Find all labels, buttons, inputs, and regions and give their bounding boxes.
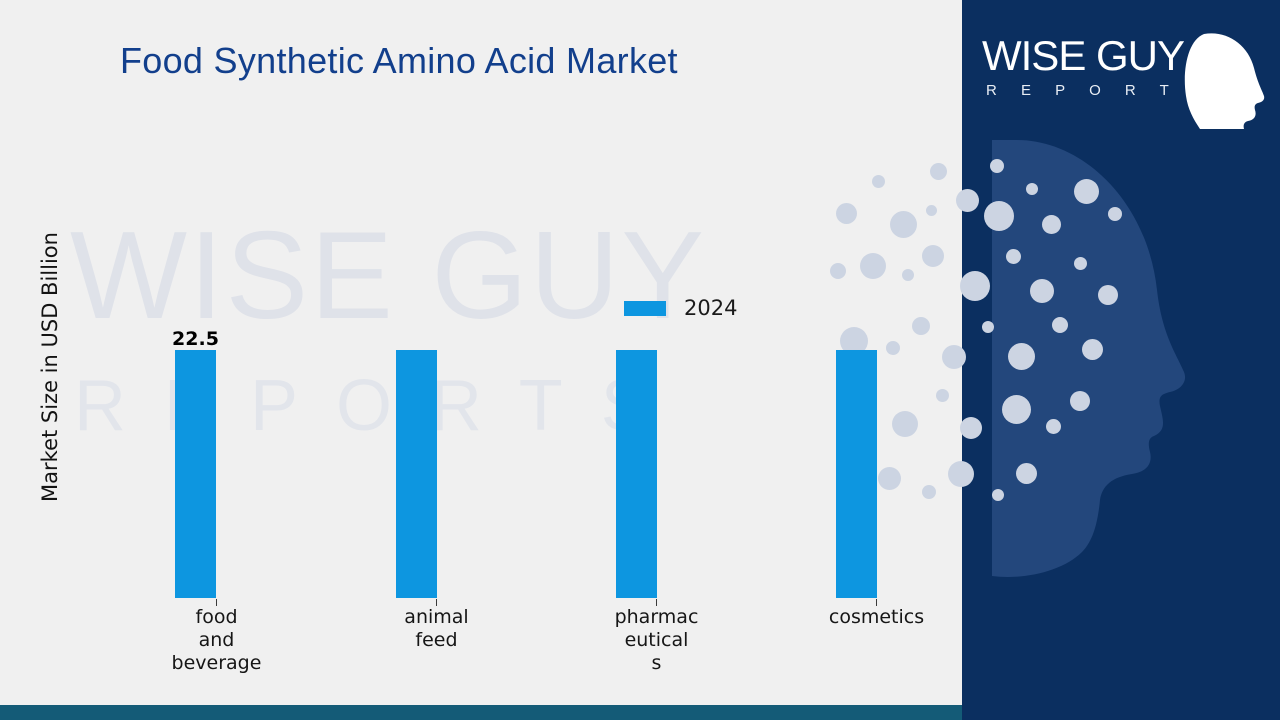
page-title: Food Synthetic Amino Acid Market — [120, 40, 678, 81]
plot-area: 22.5 food and beverage animal feed pharm… — [171, 328, 925, 674]
x-axis-tick — [436, 599, 437, 606]
x-axis-category-label: animal feed — [404, 606, 469, 651]
bar-value-label: 22.5 — [172, 328, 219, 350]
chart-legend[interactable]: 2024 — [624, 296, 737, 320]
logo-wordmark: WISE GUY — [982, 32, 1185, 79]
legend-swatch-2024 — [624, 300, 666, 316]
logo-head-icon — [1184, 33, 1265, 129]
x-axis-tick — [216, 599, 217, 606]
x-axis-category-label: food and beverage — [171, 606, 262, 674]
x-axis-tick — [876, 599, 877, 606]
x-axis-category-label: cosmetics — [828, 606, 925, 628]
bar-rect[interactable] — [616, 350, 657, 598]
logo-tagline: R E P O R T S — [986, 82, 1213, 99]
bar-rect[interactable] — [396, 350, 437, 598]
dot-pattern-decoration — [830, 145, 1160, 535]
x-axis-tick — [656, 599, 657, 606]
bar-rect[interactable] — [175, 350, 216, 598]
logo: WISE GUY R E P O R T S — [982, 32, 1265, 129]
bar-rect[interactable] — [836, 350, 877, 598]
footer-strip — [0, 705, 962, 720]
x-axis-category-label: pharmac eutical s — [614, 606, 699, 674]
legend-label-2024: 2024 — [684, 296, 738, 320]
bar-chart: Market Size in USD Billion 2024 22.5 foo… — [38, 232, 925, 674]
